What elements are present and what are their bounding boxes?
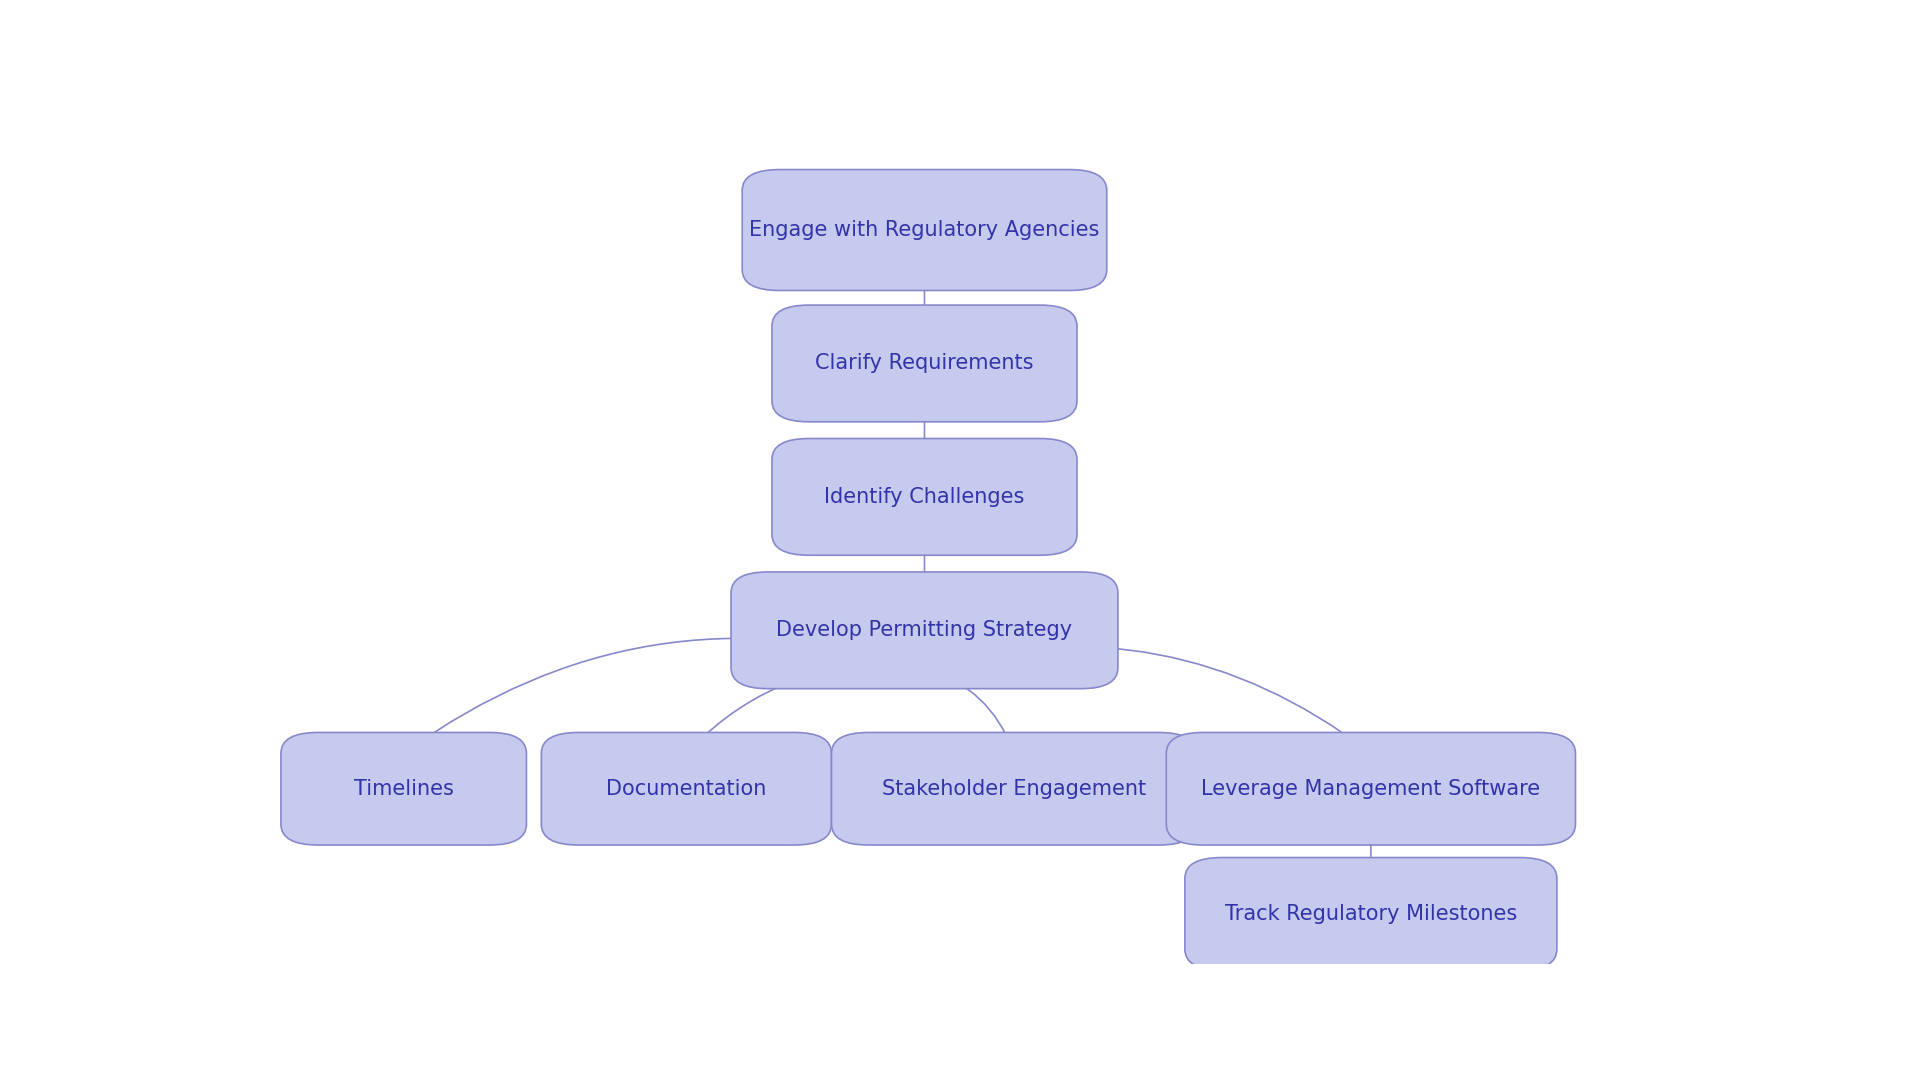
FancyBboxPatch shape bbox=[831, 732, 1196, 845]
Text: Develop Permitting Strategy: Develop Permitting Strategy bbox=[776, 621, 1073, 640]
Text: Documentation: Documentation bbox=[607, 779, 766, 799]
FancyBboxPatch shape bbox=[1185, 858, 1557, 970]
FancyBboxPatch shape bbox=[541, 732, 831, 845]
Text: Identify Challenges: Identify Challenges bbox=[824, 487, 1025, 507]
Text: Clarify Requirements: Clarify Requirements bbox=[816, 353, 1033, 374]
Text: Track Regulatory Milestones: Track Regulatory Milestones bbox=[1225, 904, 1517, 924]
Text: Leverage Management Software: Leverage Management Software bbox=[1202, 779, 1540, 799]
FancyBboxPatch shape bbox=[732, 572, 1117, 689]
FancyBboxPatch shape bbox=[772, 439, 1077, 556]
FancyBboxPatch shape bbox=[743, 170, 1106, 290]
Text: Engage with Regulatory Agencies: Engage with Regulatory Agencies bbox=[749, 220, 1100, 240]
Text: Timelines: Timelines bbox=[353, 779, 453, 799]
FancyBboxPatch shape bbox=[280, 732, 526, 845]
Text: Stakeholder Engagement: Stakeholder Engagement bbox=[881, 779, 1146, 799]
FancyBboxPatch shape bbox=[772, 305, 1077, 422]
FancyBboxPatch shape bbox=[1165, 732, 1576, 845]
